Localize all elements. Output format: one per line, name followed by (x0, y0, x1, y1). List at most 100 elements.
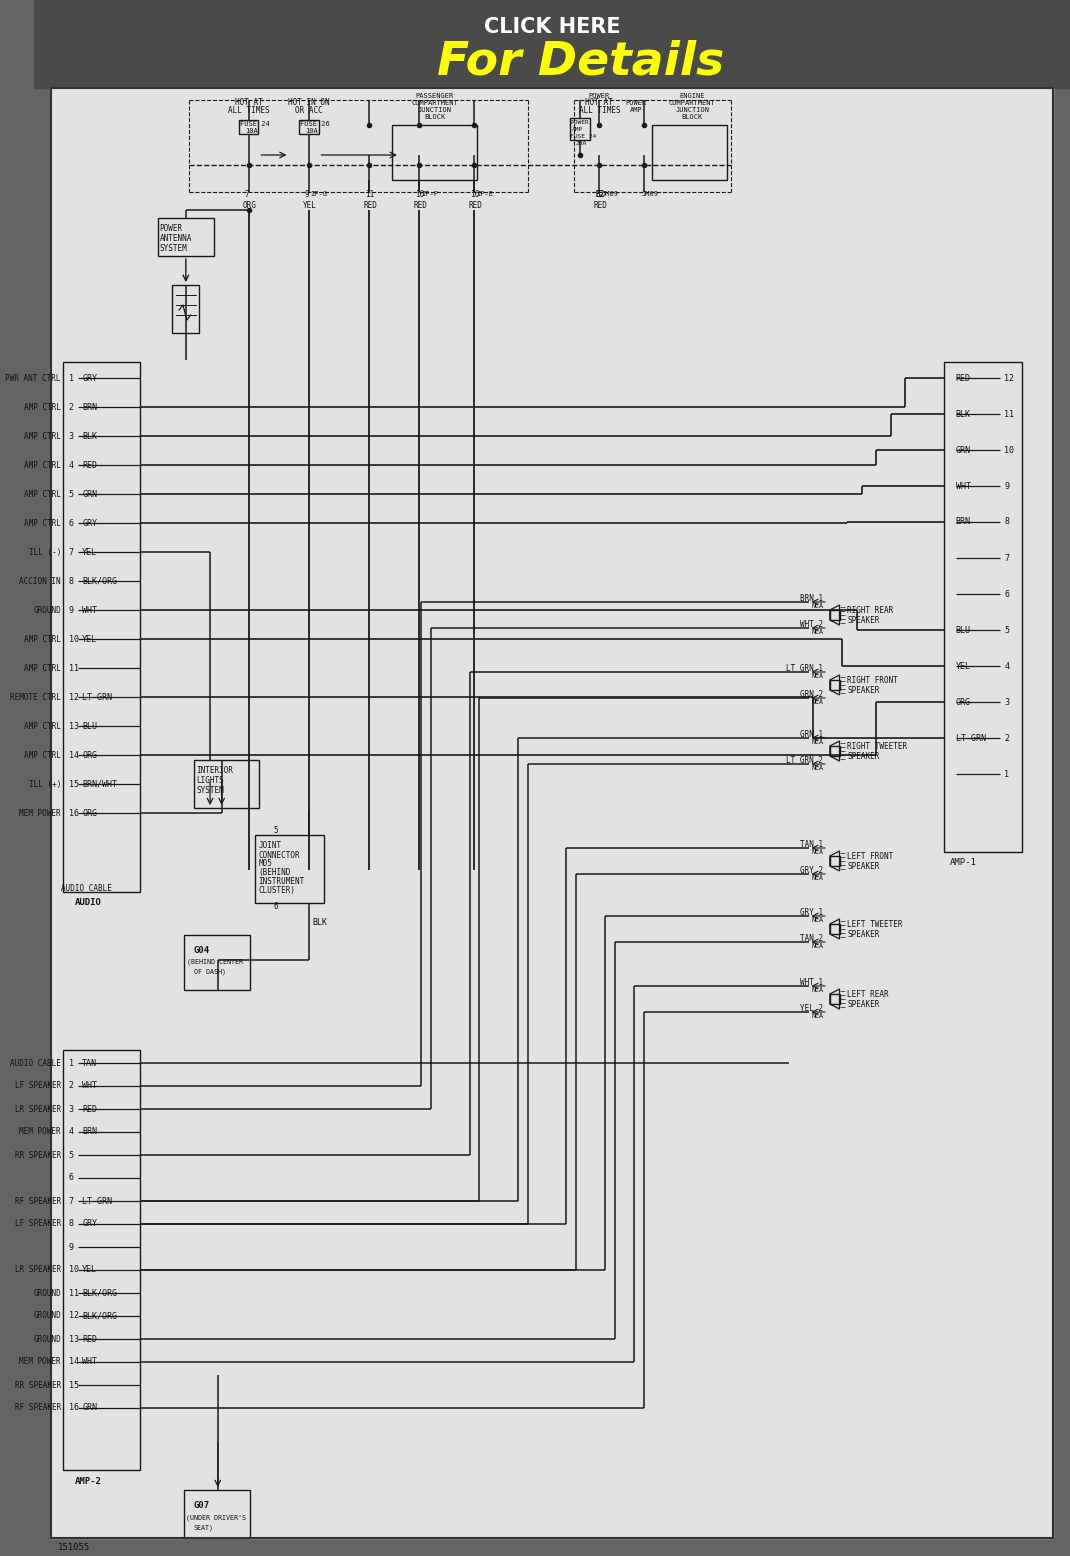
Text: GRN: GRN (82, 1404, 97, 1413)
Text: 5: 5 (274, 826, 278, 834)
Text: MEM POWER: MEM POWER (19, 1357, 61, 1366)
Text: 11: 11 (1004, 409, 1014, 419)
Text: GRY 1: GRY 1 (800, 907, 823, 916)
Text: YEL 2: YEL 2 (800, 1004, 823, 1013)
Bar (172, 285, 199, 333)
Text: 3: 3 (1004, 697, 1009, 706)
Text: LT GRN: LT GRN (82, 1197, 112, 1206)
Text: SPEAKER: SPEAKER (847, 999, 880, 1008)
Text: COMPARTMENT: COMPARTMENT (669, 100, 716, 106)
Text: RED: RED (82, 1335, 97, 1343)
Text: AMP CTRL: AMP CTRL (24, 431, 61, 440)
Text: G07: G07 (194, 1500, 210, 1509)
Text: AMP-2: AMP-2 (75, 1478, 102, 1486)
Text: FUSE 24: FUSE 24 (240, 121, 270, 128)
Bar (830, 610, 840, 619)
Bar (184, 1491, 249, 1537)
Text: MEM POWER: MEM POWER (19, 809, 61, 817)
Text: GRY 2: GRY 2 (800, 865, 823, 874)
Text: 6: 6 (68, 518, 74, 527)
Bar (63, 363, 140, 892)
Text: 12: 12 (1004, 373, 1014, 383)
Text: 16: 16 (68, 1404, 79, 1413)
Text: GRN: GRN (82, 490, 97, 498)
Text: HOT IN ON: HOT IN ON (288, 98, 330, 106)
Text: 7: 7 (1004, 554, 1009, 563)
Text: FUSE 24: FUSE 24 (570, 134, 597, 138)
Text: 14: 14 (68, 1357, 79, 1366)
Text: YEL: YEL (303, 201, 317, 210)
Text: 6: 6 (68, 1173, 74, 1183)
Text: SPEAKER: SPEAKER (847, 752, 880, 761)
Text: RIGHT TWEETER: RIGHT TWEETER (847, 742, 907, 750)
Text: NCA: NCA (811, 874, 823, 881)
Text: ILL (+): ILL (+) (29, 780, 61, 789)
Text: JM09: JM09 (642, 191, 659, 198)
Text: AUDIO CABLE: AUDIO CABLE (61, 884, 111, 893)
Text: AMP CTRL: AMP CTRL (24, 490, 61, 498)
Text: LT GRN 1: LT GRN 1 (786, 663, 823, 672)
Text: NCA: NCA (811, 604, 823, 608)
Text: BLK: BLK (82, 431, 97, 440)
Text: B2: B2 (596, 190, 605, 199)
Text: YEL: YEL (82, 635, 97, 644)
Text: 5: 5 (1004, 626, 1009, 635)
Text: NCA: NCA (811, 699, 823, 705)
Bar (830, 680, 840, 689)
Text: LT GRN: LT GRN (82, 692, 112, 702)
Text: BLK/ORG: BLK/ORG (82, 1288, 118, 1298)
Text: 9: 9 (68, 605, 74, 615)
Text: RED: RED (956, 373, 970, 383)
Bar (392, 124, 477, 180)
Text: (BEHIND: (BEHIND (259, 868, 291, 876)
Text: TAN: TAN (82, 1058, 97, 1067)
Text: ANTENNA: ANTENNA (159, 233, 193, 243)
Bar (570, 118, 590, 140)
Text: WHT: WHT (82, 1357, 97, 1366)
Text: BRN/WHT: BRN/WHT (82, 780, 118, 789)
Text: HOT AT: HOT AT (235, 98, 262, 106)
Text: WHT 2: WHT 2 (800, 619, 823, 629)
Text: GROUND: GROUND (33, 1335, 61, 1343)
Text: 10: 10 (415, 190, 425, 199)
Text: NCA: NCA (811, 850, 823, 854)
Bar (157, 218, 214, 257)
Text: G04: G04 (194, 946, 210, 954)
Text: 20A: 20A (576, 140, 586, 146)
Text: LR SPEAKER: LR SPEAKER (15, 1105, 61, 1114)
Text: SYSTEM: SYSTEM (159, 243, 187, 252)
Text: MEM POWER: MEM POWER (19, 1128, 61, 1136)
Text: RED: RED (594, 201, 608, 210)
Text: 5: 5 (68, 490, 74, 498)
Text: RED: RED (413, 201, 427, 210)
Text: RF SPEAKER: RF SPEAKER (15, 1404, 61, 1413)
Text: BLK: BLK (956, 409, 970, 419)
Bar (830, 924, 840, 934)
Text: WHT: WHT (956, 481, 970, 490)
Text: 15: 15 (68, 780, 79, 789)
Text: ORG: ORG (82, 750, 97, 759)
Text: PASSENGER: PASSENGER (415, 93, 454, 100)
Bar (34, 0, 1070, 89)
Bar (63, 1050, 140, 1470)
Text: LT GRN: LT GRN (956, 733, 985, 742)
Text: 5: 5 (68, 1150, 74, 1159)
Text: OF DASH): OF DASH) (194, 969, 226, 976)
Text: NCA: NCA (811, 629, 823, 635)
Text: B2: B2 (596, 190, 605, 199)
Text: BRN: BRN (956, 518, 970, 526)
Text: 10: 10 (68, 635, 79, 644)
Text: 4: 4 (1004, 661, 1009, 671)
Text: CLUSTER): CLUSTER) (259, 885, 295, 895)
Text: RED: RED (363, 201, 377, 210)
Text: 14: 14 (68, 750, 79, 759)
Bar (255, 836, 324, 902)
Bar (652, 124, 728, 180)
Text: 8: 8 (68, 1220, 74, 1229)
Text: AMP CTRL: AMP CTRL (24, 518, 61, 527)
Bar (830, 856, 840, 867)
Text: JM09: JM09 (601, 191, 618, 198)
Text: WHT: WHT (82, 605, 97, 615)
Text: LF SPEAKER: LF SPEAKER (15, 1081, 61, 1091)
Text: TAN 2: TAN 2 (800, 934, 823, 943)
